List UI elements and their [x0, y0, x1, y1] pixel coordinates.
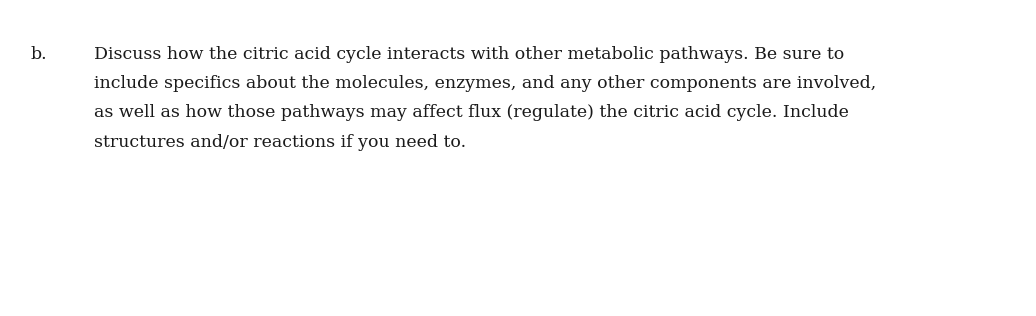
Text: Discuss how the citric acid cycle interacts with other metabolic pathways. Be su: Discuss how the citric acid cycle intera… — [94, 46, 844, 63]
Text: include specifics about the molecules, enzymes, and any other components are inv: include specifics about the molecules, e… — [94, 75, 876, 92]
Text: b.: b. — [30, 46, 48, 63]
Text: as well as how those pathways may affect flux (regulate) the citric acid cycle. : as well as how those pathways may affect… — [94, 104, 850, 121]
Text: structures and/or reactions if you need to.: structures and/or reactions if you need … — [94, 134, 466, 150]
